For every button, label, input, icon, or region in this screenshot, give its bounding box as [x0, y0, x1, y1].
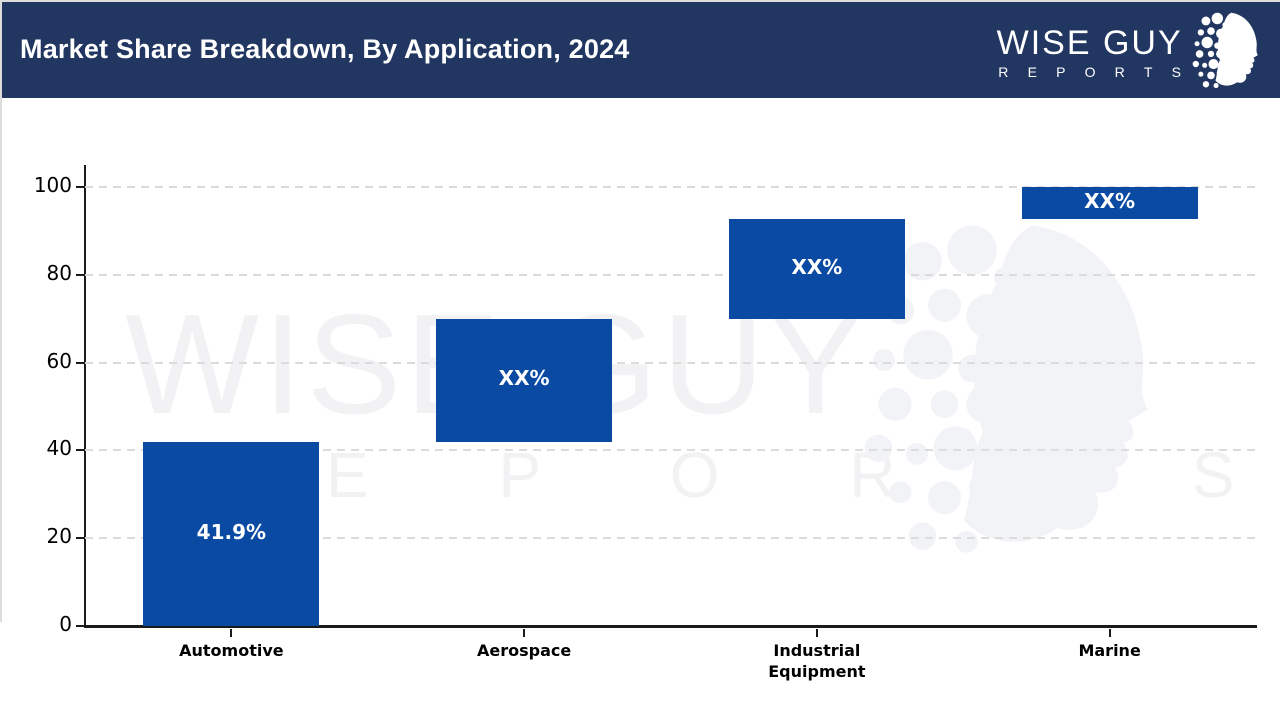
y-axis-tick [76, 273, 85, 276]
x-axis-tick [523, 629, 526, 637]
y-axis-tick [76, 361, 85, 364]
logo-text: WISE GUY R E P O R T S [989, 24, 1190, 80]
wise-guy-logo: WISE GUY R E P O R T S [989, 10, 1268, 94]
bar-industrial-equipment [728, 219, 905, 319]
y-axis-tick [76, 186, 85, 188]
logo-wiseguy-label: WISE GUY [996, 24, 1183, 62]
y-axis-tick [76, 449, 85, 452]
x-axis-line [84, 625, 1257, 628]
page-border-bottom [0, 0, 1280, 2]
category-label: Industrial Equipment [707, 640, 927, 682]
page-border-right [0, 0, 2, 622]
x-axis-tick [1108, 629, 1111, 637]
bar-automotive [143, 442, 320, 626]
logo-reports-label: R E P O R T S [998, 64, 1190, 80]
gridline [85, 537, 1256, 540]
x-axis-tick [815, 629, 818, 637]
y-axis-tick-label: 20 [46, 524, 72, 549]
category-label: Marine [1000, 640, 1220, 661]
category-label-line: Equipment [768, 662, 866, 681]
gridline [85, 186, 1256, 188]
y-axis-line [84, 165, 86, 628]
x-axis-tick [230, 629, 233, 637]
bar-value-label: XX% [791, 254, 843, 279]
y-axis-tick-label: 80 [46, 260, 72, 285]
bar-marine [1021, 187, 1198, 220]
y-axis-tick-label: 0 [59, 612, 72, 636]
watermark-head-icon [864, 225, 1148, 553]
y-axis-tick-label: 60 [46, 348, 72, 373]
category-label-line: Aerospace [477, 641, 572, 660]
header-bar: Market Share Breakdown, By Application, … [0, 0, 1280, 98]
page-title: Market Share Breakdown, By Application, … [20, 33, 630, 64]
logo-head-icon [1192, 12, 1258, 89]
bar-value-label: XX% [498, 366, 550, 391]
y-axis-tick [76, 537, 85, 540]
gridline [85, 361, 1256, 364]
gridline [85, 449, 1256, 452]
y-axis-tick-label: 100 [33, 173, 72, 197]
category-label: Aerospace [414, 640, 634, 661]
bar-value-label: XX% [1084, 189, 1136, 214]
category-label: Automotive [121, 640, 341, 661]
category-label-line: Marine [1078, 641, 1141, 660]
y-axis-tick [76, 625, 85, 627]
category-label-line: Industrial [773, 641, 861, 660]
y-axis-tick-label: 40 [46, 436, 72, 461]
bar-value-label: 41.9% [196, 520, 267, 545]
bar-aerospace [436, 318, 613, 443]
category-label-line: Automotive [179, 641, 284, 660]
gridline [85, 273, 1256, 276]
